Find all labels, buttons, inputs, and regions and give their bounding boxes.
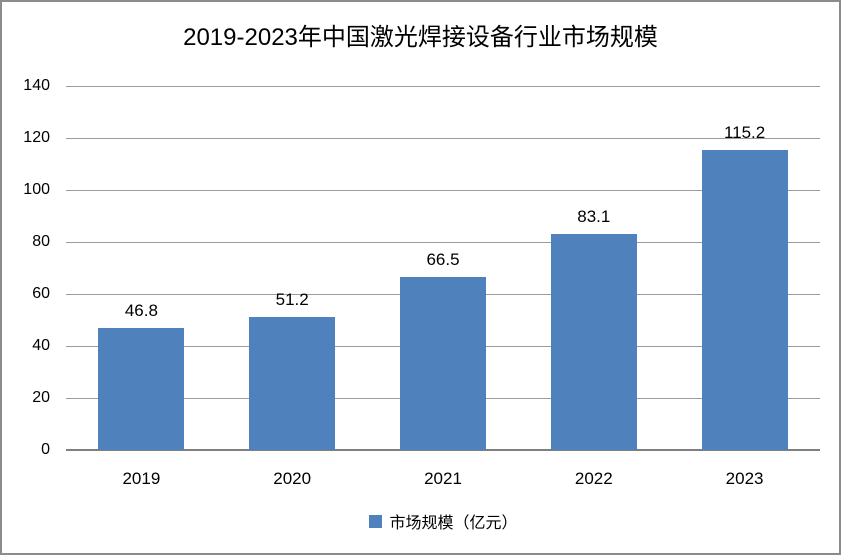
x-axis-tick-label: 2023 (725, 469, 764, 488)
bar-value-label: 46.8 (124, 301, 158, 321)
gridline (66, 241, 820, 243)
y-axis-tick-label: 100 (23, 181, 50, 198)
bar-value-label: 115.2 (723, 123, 766, 143)
legend-marker-swatch (369, 514, 383, 528)
y-axis-tick-label: 60 (32, 285, 50, 302)
x-axis-tick-label: 2020 (273, 469, 312, 488)
bar (550, 233, 637, 450)
x-axis-tick-label: 2021 (424, 469, 462, 488)
bar (400, 277, 486, 450)
y-axis-tick-label: 80 (32, 233, 50, 250)
y-axis-tick-label: 0 (41, 441, 50, 458)
gridline (66, 189, 820, 191)
x-axis-tick-label: 2019 (122, 469, 161, 488)
bar (249, 316, 336, 450)
chart-title: 2019-2023年中国激光焊接设备行业市场规模 (183, 24, 658, 51)
bar-value-label: 83.1 (577, 206, 611, 226)
y-axis-tick-label: 120 (23, 129, 50, 146)
x-axis-tick-label: 2022 (574, 469, 613, 488)
gridline (66, 85, 820, 87)
legend-series-label: 市场规模（亿元） (389, 515, 518, 532)
legend: 市场规模（亿元） (67, 509, 820, 533)
y-axis-tick-label: 140 (23, 77, 50, 94)
bar (98, 328, 185, 450)
gridline (66, 137, 820, 139)
y-axis-tick-label: 40 (32, 337, 50, 354)
y-axis-tick-label: 20 (32, 389, 50, 406)
bar-value-label: 51.2 (275, 289, 309, 309)
bar (701, 150, 788, 450)
bar-value-label: 66.5 (426, 250, 460, 270)
x-axis-line (66, 449, 820, 451)
